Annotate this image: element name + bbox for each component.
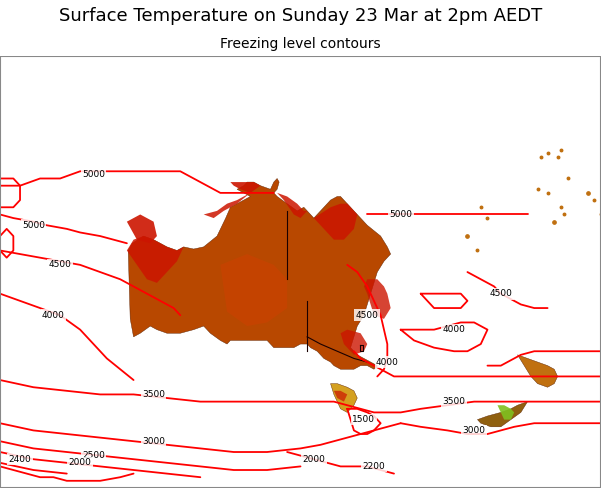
Text: 4500: 4500: [49, 261, 72, 269]
Text: 4000: 4000: [443, 325, 466, 334]
Text: 3000: 3000: [142, 437, 165, 446]
Text: Surface Temperature on Sunday 23 Mar at 2pm AEDT: Surface Temperature on Sunday 23 Mar at …: [59, 7, 542, 25]
Polygon shape: [314, 203, 357, 240]
Text: 5000: 5000: [22, 221, 45, 230]
Polygon shape: [230, 182, 260, 193]
Polygon shape: [364, 279, 391, 319]
Text: 3000: 3000: [463, 426, 486, 435]
Polygon shape: [127, 215, 157, 244]
Text: 2400: 2400: [8, 455, 31, 464]
Text: 4500: 4500: [489, 289, 512, 298]
Text: 2000: 2000: [69, 458, 91, 468]
Text: Freezing level contours: Freezing level contours: [220, 37, 381, 51]
Text: 4000: 4000: [376, 358, 398, 366]
Text: 2500: 2500: [82, 451, 105, 460]
Polygon shape: [341, 330, 367, 355]
Text: 5000: 5000: [82, 170, 105, 180]
Polygon shape: [127, 236, 184, 283]
Polygon shape: [334, 391, 347, 402]
Text: 4000: 4000: [42, 311, 65, 320]
Text: 1500: 1500: [352, 415, 376, 424]
Polygon shape: [477, 402, 528, 427]
Text: 3500: 3500: [142, 390, 165, 399]
Polygon shape: [221, 254, 287, 326]
Polygon shape: [517, 355, 558, 387]
Text: 2000: 2000: [302, 455, 325, 464]
Polygon shape: [331, 384, 357, 412]
Text: 4500: 4500: [356, 311, 379, 320]
Polygon shape: [204, 193, 251, 218]
Text: 3500: 3500: [442, 397, 466, 406]
Text: 5000: 5000: [389, 210, 412, 219]
Polygon shape: [128, 179, 391, 369]
Polygon shape: [277, 193, 307, 218]
Polygon shape: [498, 405, 514, 420]
Text: 2200: 2200: [362, 462, 385, 471]
